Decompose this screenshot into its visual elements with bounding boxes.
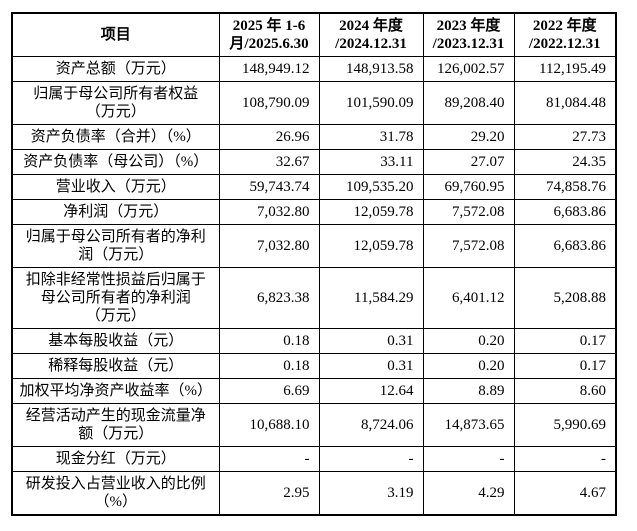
row-label: 营业收入（万元） <box>11 174 220 200</box>
value-cell: 148,913.58 <box>318 56 424 82</box>
header-cell-period-2024: 2024 年度 /2024.12.31 <box>318 12 424 57</box>
value-cell: 12,059.78 <box>318 199 424 225</box>
table-row-net-profit-parent: 归属于母公司所有者的净利 润（万元） 7,032.80 12,059.78 7,… <box>11 224 617 268</box>
table-row-net-profit-deducted: 扣除非经常性损益后归属于 母公司所有者的净利润 （万元） 6,823.38 11… <box>11 267 617 329</box>
table-row-net-profit: 净利润（万元） 7,032.80 12,059.78 7,572.08 6,68… <box>11 199 617 225</box>
value-cell: 3.19 <box>318 471 424 516</box>
header-cell-period-2022: 2022 年度 /2022.12.31 <box>513 12 617 57</box>
financial-summary-table: 项目 2025 年 1-6 月/2025.6.30 2024 年度 /2024.… <box>11 12 617 516</box>
value-cell: 7,572.08 <box>422 199 515 225</box>
header-cell-period-2023: 2023 年度 /2023.12.31 <box>422 12 515 57</box>
value-cell: 6.69 <box>218 378 320 404</box>
value-cell: 112,195.49 <box>513 56 617 82</box>
value-cell: 31.78 <box>318 124 424 150</box>
value-cell: 7,032.80 <box>218 199 320 225</box>
value-cell: 0.17 <box>513 353 617 379</box>
value-cell: 109,535.20 <box>318 174 424 200</box>
row-label: 资产总额（万元） <box>11 56 220 82</box>
value-cell: 89,208.40 <box>422 81 515 125</box>
value-cell: - <box>318 446 424 472</box>
row-label: 经营活动产生的现金流量净 额（万元） <box>11 403 220 447</box>
value-cell: - <box>513 446 617 472</box>
value-cell: 81,084.48 <box>513 81 617 125</box>
value-cell: 0.20 <box>422 328 515 354</box>
value-cell: 26.96 <box>218 124 320 150</box>
value-cell: 0.18 <box>218 353 320 379</box>
value-cell: 14,873.65 <box>422 403 515 447</box>
value-cell: 10,688.10 <box>218 403 320 447</box>
value-cell: - <box>422 446 515 472</box>
value-cell: 4.67 <box>513 471 617 516</box>
value-cell: 5,990.69 <box>513 403 617 447</box>
value-cell: 8.60 <box>513 378 617 404</box>
value-cell: 5,208.88 <box>513 267 617 329</box>
value-cell: 11,584.29 <box>318 267 424 329</box>
value-cell: 7,032.80 <box>218 224 320 268</box>
value-cell: 12.64 <box>318 378 424 404</box>
value-cell: 0.18 <box>218 328 320 354</box>
row-label: 资产负债率（合并）（%） <box>11 124 220 150</box>
value-cell: 0.31 <box>318 353 424 379</box>
row-label: 归属于母公司所有者的净利 润（万元） <box>11 224 220 268</box>
row-label: 归属于母公司所有者权益 （万元） <box>11 81 220 125</box>
value-cell: 126,002.57 <box>422 56 515 82</box>
value-cell: 0.20 <box>422 353 515 379</box>
value-cell: 148,949.12 <box>218 56 320 82</box>
value-cell: 27.73 <box>513 124 617 150</box>
table-row-debt-ratio-parent: 资产负债率（母公司）（%） 32.67 33.11 27.07 24.35 <box>11 149 617 175</box>
table-row-diluted-eps: 稀释每股收益（元） 0.18 0.31 0.20 0.17 <box>11 353 617 379</box>
table-row-rd-ratio: 研发投入占营业收入的比例 （%） 2.95 3.19 4.29 4.67 <box>11 471 617 516</box>
table-row-debt-ratio-consolidated: 资产负债率（合并）（%） 26.96 31.78 29.20 27.73 <box>11 124 617 150</box>
value-cell: 6,401.12 <box>422 267 515 329</box>
value-cell: 8.89 <box>422 378 515 404</box>
table-row-total-assets: 资产总额（万元） 148,949.12 148,913.58 126,002.5… <box>11 56 617 82</box>
value-cell: 6,683.86 <box>513 199 617 225</box>
value-cell: 6,683.86 <box>513 224 617 268</box>
row-label: 加权平均净资产收益率（%） <box>11 378 220 404</box>
row-label: 现金分红（万元） <box>11 446 220 472</box>
value-cell: 4.29 <box>422 471 515 516</box>
value-cell: 12,059.78 <box>318 224 424 268</box>
row-label: 资产负债率（母公司）（%） <box>11 149 220 175</box>
value-cell: 74,858.76 <box>513 174 617 200</box>
table-row-cash-dividend: 现金分红（万元） - - - - <box>11 446 617 472</box>
row-label: 研发投入占营业收入的比例 （%） <box>11 471 220 516</box>
header-row: 项目 2025 年 1-6 月/2025.6.30 2024 年度 /2024.… <box>11 12 617 57</box>
value-cell: 0.17 <box>513 328 617 354</box>
value-cell: 8,724.06 <box>318 403 424 447</box>
value-cell: 101,590.09 <box>318 81 424 125</box>
value-cell: 32.67 <box>218 149 320 175</box>
value-cell: 69,760.95 <box>422 174 515 200</box>
value-cell: 0.31 <box>318 328 424 354</box>
row-label: 扣除非经常性损益后归属于 母公司所有者的净利润 （万元） <box>11 267 220 329</box>
row-label: 稀释每股收益（元） <box>11 353 220 379</box>
header-cell-period-2025: 2025 年 1-6 月/2025.6.30 <box>218 12 320 57</box>
value-cell: 7,572.08 <box>422 224 515 268</box>
value-cell: 6,823.38 <box>218 267 320 329</box>
value-cell: 2.95 <box>218 471 320 516</box>
value-cell: 24.35 <box>513 149 617 175</box>
value-cell: 59,743.74 <box>218 174 320 200</box>
value-cell: 108,790.09 <box>218 81 320 125</box>
header-cell-item: 项目 <box>11 12 220 57</box>
table-row-parent-equity: 归属于母公司所有者权益 （万元） 108,790.09 101,590.09 8… <box>11 81 617 125</box>
value-cell: 33.11 <box>318 149 424 175</box>
row-label: 净利润（万元） <box>11 199 220 225</box>
table-row-basic-eps: 基本每股收益（元） 0.18 0.31 0.20 0.17 <box>11 328 617 354</box>
row-label: 基本每股收益（元） <box>11 328 220 354</box>
value-cell: 27.07 <box>422 149 515 175</box>
value-cell: - <box>218 446 320 472</box>
table-row-weighted-roe: 加权平均净资产收益率（%） 6.69 12.64 8.89 8.60 <box>11 378 617 404</box>
table-row-revenue: 营业收入（万元） 59,743.74 109,535.20 69,760.95 … <box>11 174 617 200</box>
table-row-operating-cash-flow: 经营活动产生的现金流量净 额（万元） 10,688.10 8,724.06 14… <box>11 403 617 447</box>
value-cell: 29.20 <box>422 124 515 150</box>
